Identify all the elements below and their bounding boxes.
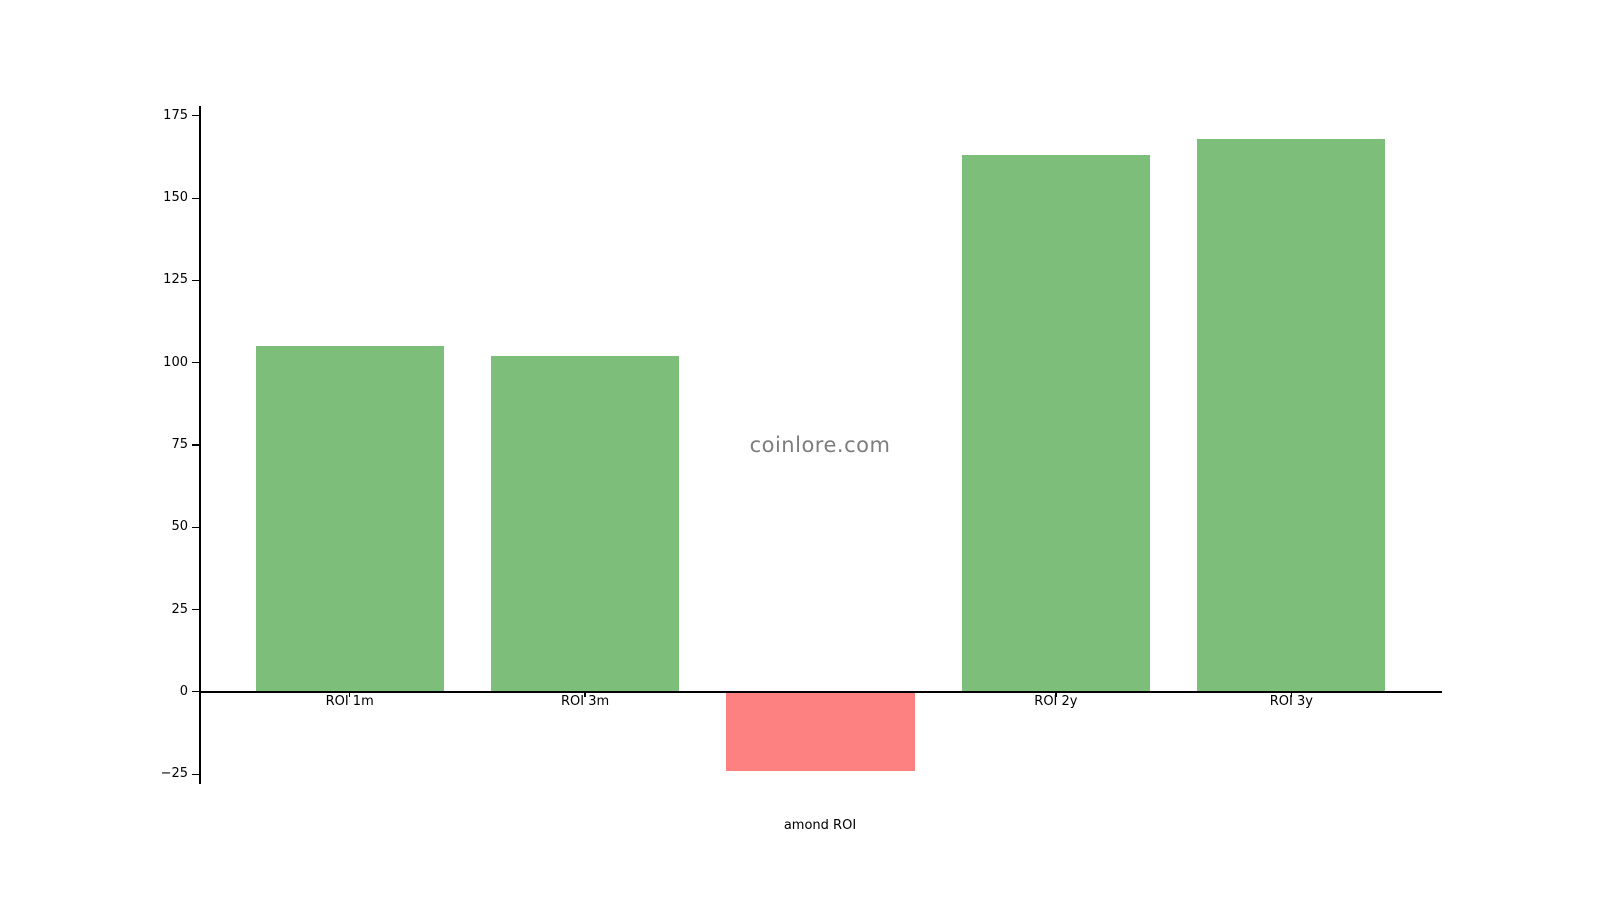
bar xyxy=(726,691,915,771)
y-tick-label: 75 xyxy=(171,437,188,452)
y-tick-label: 175 xyxy=(163,107,188,123)
bar xyxy=(490,356,680,692)
y-tick-mark xyxy=(192,279,200,282)
x-tick-label: ROI 2y xyxy=(1034,694,1078,710)
watermark: coinlore.com xyxy=(749,433,891,457)
y-tick-mark xyxy=(192,115,200,117)
y-tick-label: 50 xyxy=(171,519,188,535)
y-tick-mark xyxy=(192,362,200,364)
x-tick-mark xyxy=(584,691,586,698)
y-tick-label: 150 xyxy=(163,190,188,206)
y-tick-label: −25 xyxy=(160,766,188,782)
y-tick-label: 0 xyxy=(179,683,188,699)
x-tick-mark xyxy=(349,691,351,698)
x-axis-line xyxy=(199,691,1442,693)
y-tick-mark xyxy=(192,197,200,199)
x-tick-mark xyxy=(1290,691,1292,698)
bar xyxy=(1197,138,1386,692)
y-tick-mark xyxy=(192,608,200,611)
x-axis-title: amond ROI xyxy=(783,818,857,833)
y-tick-label: 100 xyxy=(163,354,188,370)
x-tick-label: ROI 3y xyxy=(1269,694,1313,710)
y-tick-mark xyxy=(192,526,200,528)
y-tick-mark xyxy=(192,691,200,693)
bar xyxy=(255,346,444,692)
y-tick-mark xyxy=(192,444,200,446)
x-tick-mark xyxy=(1055,691,1057,698)
x-tick-label: ROI 3m xyxy=(560,694,610,710)
bar xyxy=(961,155,1151,692)
y-tick-label: 125 xyxy=(163,272,188,288)
x-tick-label: ROI 1m xyxy=(325,694,374,710)
y-tick-label: 25 xyxy=(171,601,188,617)
y-tick-mark xyxy=(192,773,200,775)
